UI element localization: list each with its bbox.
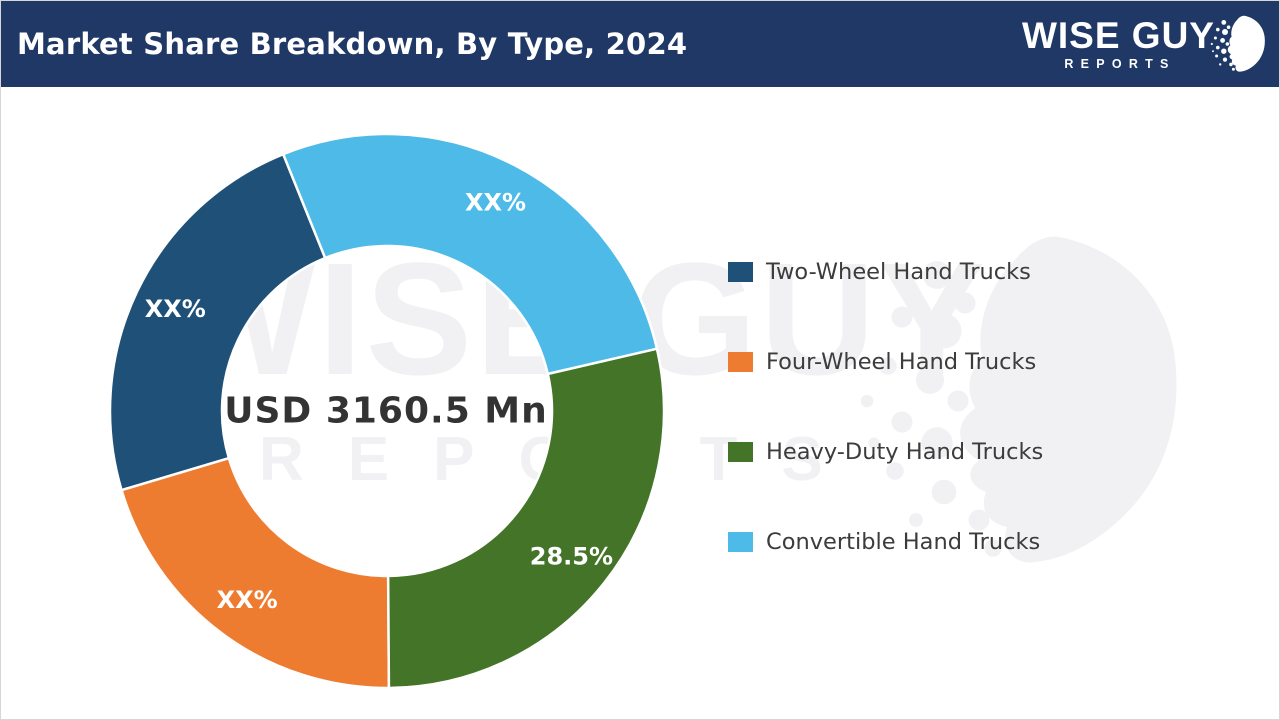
legend-label: Two-Wheel Hand Trucks xyxy=(766,259,1031,285)
legend: Two-Wheel Hand Trucks Four-Wheel Hand Tru… xyxy=(728,227,1043,587)
slice-percentage-label: XX% xyxy=(217,586,278,614)
legend-item-convertible-hand-trucks: Convertible Hand Trucks xyxy=(728,497,1043,587)
legend-swatch xyxy=(728,532,753,552)
legend-swatch xyxy=(728,352,753,372)
donut-center-label: USD 3160.5 Mn xyxy=(224,391,547,432)
legend-swatch xyxy=(728,442,753,462)
donut-slice-convertible-hand-trucks xyxy=(281,132,659,376)
legend-label: Heavy-Duty Hand Trucks xyxy=(766,439,1044,465)
legend-label: Convertible Hand Trucks xyxy=(766,529,1041,555)
slice-percentage-label: 28.5% xyxy=(530,543,613,571)
legend-item-four-wheel-hand-trucks: Four-Wheel Hand Trucks xyxy=(728,317,1043,407)
donut-slice-heavy-duty-hand-trucks xyxy=(386,347,666,690)
slice-percentage-label: XX% xyxy=(145,295,206,323)
logo-reports-label: REPORTS xyxy=(1064,57,1176,71)
donut-slices xyxy=(108,132,666,690)
slice-percentage-label: XX% xyxy=(465,189,526,217)
donut-slice-labels: XX% XX% 28.5% XX% xyxy=(145,189,613,614)
legend-item-two-wheel-hand-trucks: Two-Wheel Hand Trucks xyxy=(728,227,1043,317)
legend-item-heavy-duty-hand-trucks: Heavy-Duty Hand Trucks xyxy=(728,407,1043,497)
wiseguy-logo: WISE GUY REPORTS xyxy=(1022,7,1267,81)
legend-swatch xyxy=(728,262,753,282)
page-title: Market Share Breakdown, By Type, 2024 xyxy=(17,27,688,61)
header-bar: Market Share Breakdown, By Type, 2024 WI… xyxy=(1,1,1279,87)
legend-label: Four-Wheel Hand Trucks xyxy=(766,349,1037,375)
donut-slice-four-wheel-hand-trucks xyxy=(120,456,391,690)
logo-wordmark: WISE GUY xyxy=(1021,15,1215,56)
donut-slice-two-wheel-hand-trucks xyxy=(108,152,327,492)
logo-face-icon xyxy=(1207,7,1267,81)
